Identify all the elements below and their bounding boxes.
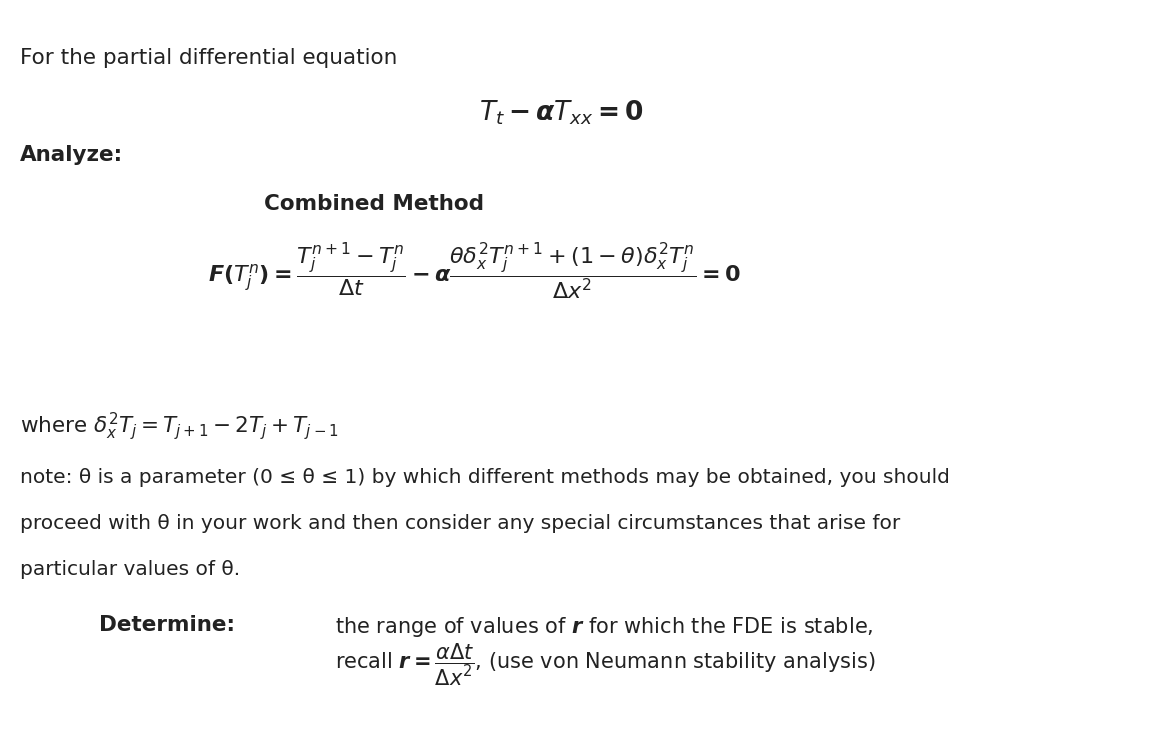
- Text: proceed with θ in your work and then consider any special circumstances that ari: proceed with θ in your work and then con…: [20, 514, 900, 533]
- Text: the range of values of $\boldsymbol{r}$ for which the FDE is stable,: the range of values of $\boldsymbol{r}$ …: [335, 615, 873, 638]
- Text: For the partial differential equation: For the partial differential equation: [20, 48, 398, 69]
- Text: Determine:: Determine:: [99, 615, 234, 635]
- Text: $\boldsymbol{T_t - \alpha T_{xx} = 0}$: $\boldsymbol{T_t - \alpha T_{xx} = 0}$: [479, 98, 644, 127]
- Text: Analyze:: Analyze:: [20, 145, 124, 165]
- Text: particular values of θ.: particular values of θ.: [20, 560, 240, 580]
- Text: note: θ is a parameter (0 ≤ θ ≤ 1) by which different methods may be obtained, y: note: θ is a parameter (0 ≤ θ ≤ 1) by wh…: [20, 468, 950, 487]
- Text: $\boldsymbol{F(T_j^n) = \dfrac{T_j^{n+1}-T_j^n}{\Delta t} - \alpha\dfrac{\theta\: $\boldsymbol{F(T_j^n) = \dfrac{T_j^{n+1}…: [208, 241, 740, 302]
- Text: where $\delta_x^2 T_j = T_{j+1} - 2T_j + T_{j-1}$: where $\delta_x^2 T_j = T_{j+1} - 2T_j +…: [20, 410, 339, 442]
- Text: Combined Method: Combined Method: [264, 194, 484, 214]
- Text: recall $\boldsymbol{r = \dfrac{\alpha\Delta t}{\Delta x^2}}$, (use von Neumann s: recall $\boldsymbol{r = \dfrac{\alpha\De…: [335, 641, 876, 688]
